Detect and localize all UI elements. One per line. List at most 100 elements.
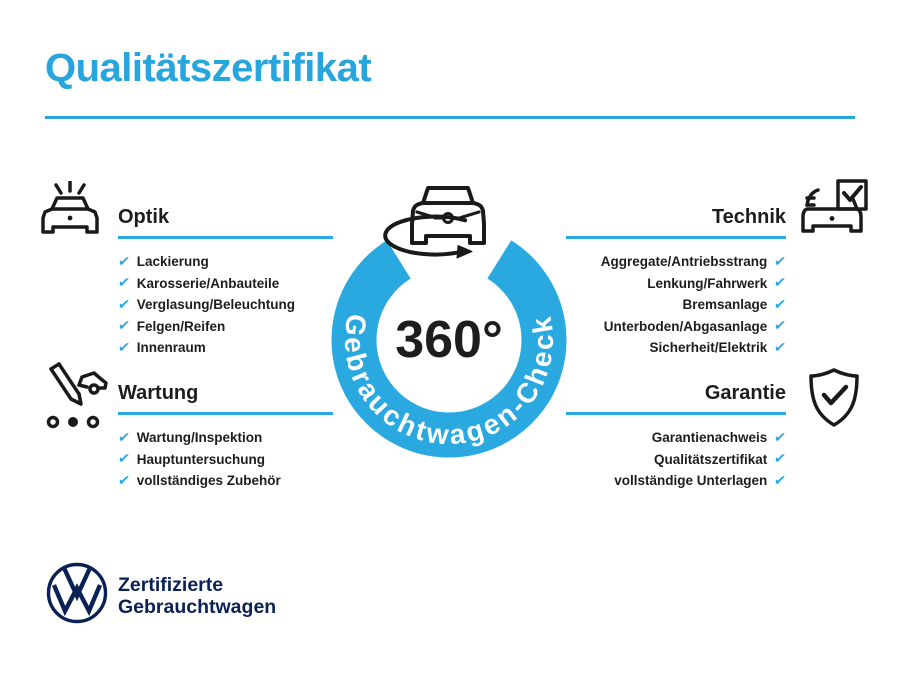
item-label: Bremsanlage xyxy=(682,297,768,313)
checklist-item: ✔ Lackierung xyxy=(117,251,333,273)
item-label: Lenkung/Fahrwerk xyxy=(647,275,768,291)
pencil-tip xyxy=(69,392,83,406)
dot-filled-middle xyxy=(68,417,78,427)
section-technik: Technik Aggregate/Antriebsstrang ✔ Lenkun… xyxy=(566,206,787,359)
pencil-car-service-icon xyxy=(46,362,108,429)
dot-outline-right xyxy=(86,415,100,429)
car-silhouette xyxy=(77,371,108,390)
check-icon: ✔ xyxy=(117,275,131,292)
check-icon: ✔ xyxy=(117,429,131,446)
car-checklist-icon xyxy=(801,179,868,233)
brand-line-2: Gebrauchtwagen xyxy=(118,596,277,618)
car-badge-dot xyxy=(829,216,835,221)
car-roof xyxy=(421,186,475,205)
car-body xyxy=(410,201,486,245)
page-title: Qualitätszertifikat xyxy=(45,46,372,90)
car-roofline xyxy=(851,197,859,211)
item-label: Lackierung xyxy=(136,254,209,270)
check-icon: ✔ xyxy=(773,318,787,335)
shield-check-icon xyxy=(809,368,859,427)
shield-check xyxy=(821,384,849,406)
car-badge-dot xyxy=(67,215,73,221)
check-icon: ✔ xyxy=(773,253,787,270)
item-label: Wartung/Inspektion xyxy=(136,430,263,446)
checklist-item: ✔ Karosserie/Anbauteile xyxy=(117,273,333,295)
car-wheel xyxy=(88,383,100,395)
checklist-technik: Aggregate/Antriebsstrang ✔ Lenkung/Fahrwe… xyxy=(566,251,787,359)
brand-text: Zertifizierte Gebrauchtwagen xyxy=(118,574,276,618)
checklist-wartung: ✔ Wartung/Inspektion ✔ Hauptuntersuchung ✔… xyxy=(117,427,333,492)
section-title-garantie: Garantie xyxy=(566,382,786,415)
check-icon: ✔ xyxy=(117,253,131,270)
badge-value: 360° xyxy=(395,311,503,369)
checklist-item: Aggregate/Antriebsstrang ✔ xyxy=(566,251,787,273)
vw-logo-v xyxy=(62,568,92,602)
check-icon: ✔ xyxy=(117,318,131,335)
checklist-item: Qualitätszertifikat ✔ xyxy=(566,449,787,471)
checklist-item: Unterboden/Abgasanlage ✔ xyxy=(566,316,787,338)
pencil-edge-1 xyxy=(49,367,73,401)
car-headlight-left xyxy=(415,210,437,220)
checklist-item: Bremsanlage ✔ xyxy=(566,294,786,316)
checklist-item: Garantienachweis ✔ xyxy=(566,427,787,449)
checklist-optik: ✔ Lackierung ✔ Karosserie/Anbauteile ✔ Verg… xyxy=(117,251,333,359)
checklist-item: ✔ vollständiges Zubehör xyxy=(117,470,333,492)
check-icon: ✔ xyxy=(773,429,787,446)
checkbox-check xyxy=(842,185,863,202)
check-icon: ✔ xyxy=(773,339,787,356)
item-label: Qualitätszertifikat xyxy=(653,451,768,467)
checklist-item: ✔ Hauptuntersuchung xyxy=(117,449,333,471)
checklist-item: ✔ Innenraum xyxy=(117,337,333,359)
shine-ray-right xyxy=(77,183,86,195)
item-label: Garantienachweis xyxy=(651,430,768,446)
header-divider xyxy=(45,116,855,119)
shield-outline xyxy=(809,368,859,427)
checklist-item: Lenkung/Fahrwerk ✔ xyxy=(566,273,787,295)
car-headlight-right xyxy=(459,210,481,220)
shiny-car-icon xyxy=(41,181,99,234)
checklist-item: ✔ Verglasung/Beleuchtung xyxy=(117,294,333,316)
car-pillar xyxy=(805,188,820,207)
check-icon: ✔ xyxy=(117,339,131,356)
badge-ring xyxy=(331,240,567,458)
item-label: Sicherheit/Elektrik xyxy=(649,340,768,356)
vw-logo xyxy=(46,562,108,624)
badge-360: Gebrauchtwagen-Check 360° xyxy=(331,186,567,458)
item-label: Unterboden/Abgasanlage xyxy=(603,318,768,334)
item-label: vollständiges Zubehör xyxy=(136,473,281,489)
check-icon: ✔ xyxy=(773,275,787,292)
item-label: Felgen/Reifen xyxy=(136,318,226,334)
car-360-rotation-icon xyxy=(383,186,486,259)
section-title-technik: Technik xyxy=(566,206,786,239)
section-garantie: Garantie Garantienachweis ✔ Qualitätszert… xyxy=(566,382,787,492)
pencil-cap xyxy=(49,362,61,371)
pencil-edge-2 xyxy=(57,362,81,396)
car-body xyxy=(41,207,99,234)
check-icon: ✔ xyxy=(117,472,131,489)
item-label: Verglasung/Beleuchtung xyxy=(136,297,296,313)
checklist-garantie: Garantienachweis ✔ Qualitätszertifikat ✔ v… xyxy=(566,427,787,492)
section-optik: Optik ✔ Lackierung ✔ Karosserie/Anbauteile… xyxy=(117,206,333,359)
checklist-item: Sicherheit/Elektrik ✔ xyxy=(566,337,786,359)
car-body xyxy=(801,207,863,233)
section-title-optik: Optik xyxy=(118,206,333,239)
item-label: Innenraum xyxy=(136,340,206,356)
dot-outline-left xyxy=(46,415,60,429)
check-icon: ✔ xyxy=(773,472,787,489)
check-icon: ✔ xyxy=(117,296,131,313)
check-icon: ✔ xyxy=(117,451,131,468)
section-title-wartung: Wartung xyxy=(118,382,333,415)
vw-logo-w xyxy=(51,583,103,617)
rotation-arrowhead xyxy=(456,245,473,259)
checklist-item: ✔ Wartung/Inspektion xyxy=(117,427,333,449)
brand-line-1: Zertifizierte xyxy=(118,574,224,596)
vw-logo-circle xyxy=(46,562,108,624)
section-wartung: Wartung ✔ Wartung/Inspektion ✔ Hauptunters… xyxy=(117,382,333,492)
car-base xyxy=(77,383,89,389)
item-label: vollständige Unterlagen xyxy=(614,473,768,489)
item-label: Aggregate/Antriebsstrang xyxy=(600,254,768,270)
shine-ray-left xyxy=(54,183,63,195)
check-icon: ✔ xyxy=(773,451,787,468)
item-label: Karosserie/Anbauteile xyxy=(136,275,280,291)
